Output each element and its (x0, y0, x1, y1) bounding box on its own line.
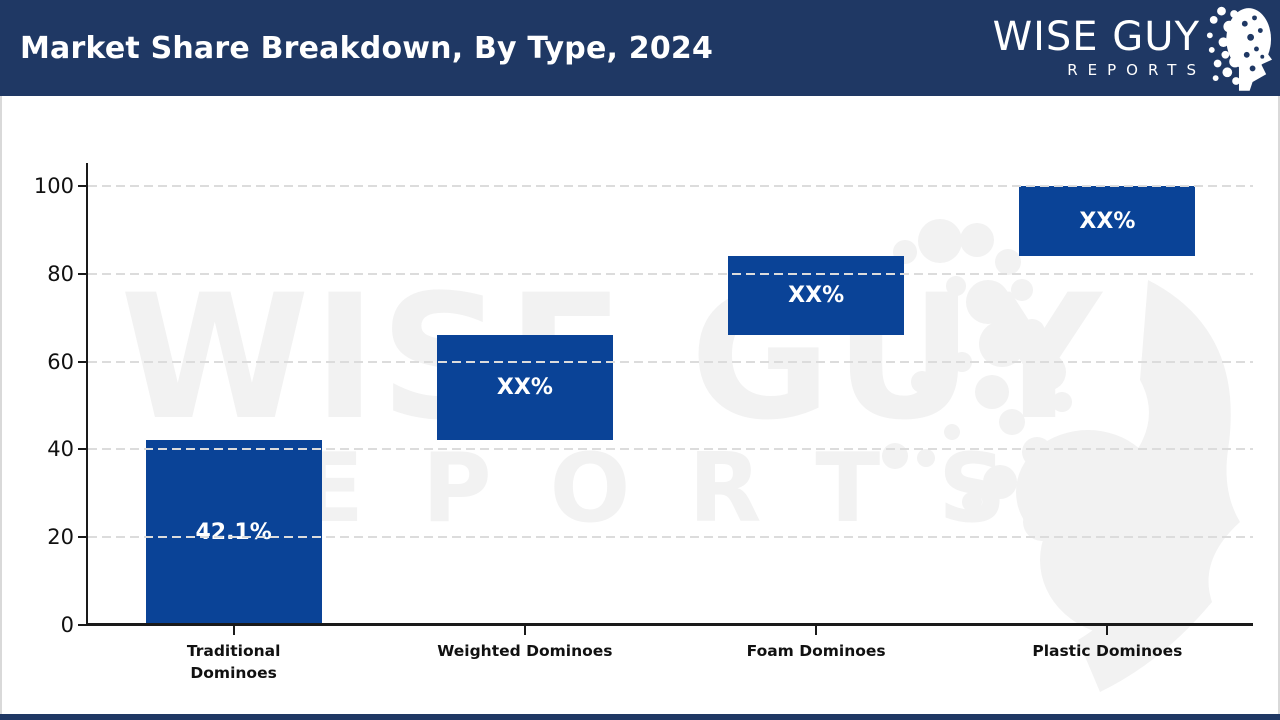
y-tick-mark (78, 448, 87, 451)
x-axis-line (86, 623, 1253, 626)
y-tick-mark (78, 624, 87, 626)
bar-segment: XX% (436, 335, 613, 441)
chart-title: Market Share Breakdown, By Type, 2024 (20, 30, 714, 66)
x-category-label: Plastic Dominoes (1032, 642, 1183, 660)
y-tick-label: 20 (47, 525, 74, 550)
footer-band (0, 714, 1280, 720)
bar-value-label: XX% (496, 375, 553, 401)
x-tick-mark (1106, 626, 1109, 635)
y-tick-label: 0 (60, 613, 74, 637)
y-axis-line (86, 163, 88, 626)
y-tick-label: 60 (47, 349, 74, 374)
y-tick-label: 100 (33, 174, 74, 198)
x-category-label: Traditional Dominoes (186, 642, 281, 682)
header-band: Market Share Breakdown, By Type, 2024 WI… (0, 0, 1280, 96)
bar-value-label: 42.1% (195, 520, 272, 546)
logo-name: WISE GUY (992, 14, 1200, 60)
x-category-label: Weighted Dominoes (437, 642, 613, 660)
logo-tagline: REPORTS (1067, 61, 1206, 79)
y-tick-mark (78, 185, 87, 187)
bar-segment: 42.1% (145, 440, 322, 625)
y-tick-mark (78, 360, 87, 363)
gridline-40 (88, 448, 1253, 451)
wise-guy-reports-logo: WISE GUY REPORTS (993, 0, 1272, 96)
gridline-80 (88, 272, 1253, 275)
bar-value-label: XX% (788, 283, 845, 309)
gridline-60 (88, 360, 1253, 363)
y-tick-mark (78, 272, 87, 275)
gridline-20 (88, 536, 1253, 539)
bar-segment: XX% (1019, 186, 1196, 257)
x-category-label: Foam Dominoes (746, 642, 886, 660)
bar-value-label: XX% (1079, 208, 1136, 234)
x-tick-mark (232, 626, 235, 635)
y-tick-label: 40 (47, 437, 74, 462)
y-tick-label: 80 (47, 261, 74, 286)
logo-head-icon (1206, 6, 1272, 91)
logo-text-block: WISE GUY REPORTS (993, 17, 1200, 79)
y-tick-mark (78, 536, 87, 539)
x-tick-mark (523, 626, 526, 635)
x-tick-mark (815, 626, 818, 635)
gridline-100 (88, 185, 1253, 187)
bar-segment: XX% (728, 256, 905, 336)
